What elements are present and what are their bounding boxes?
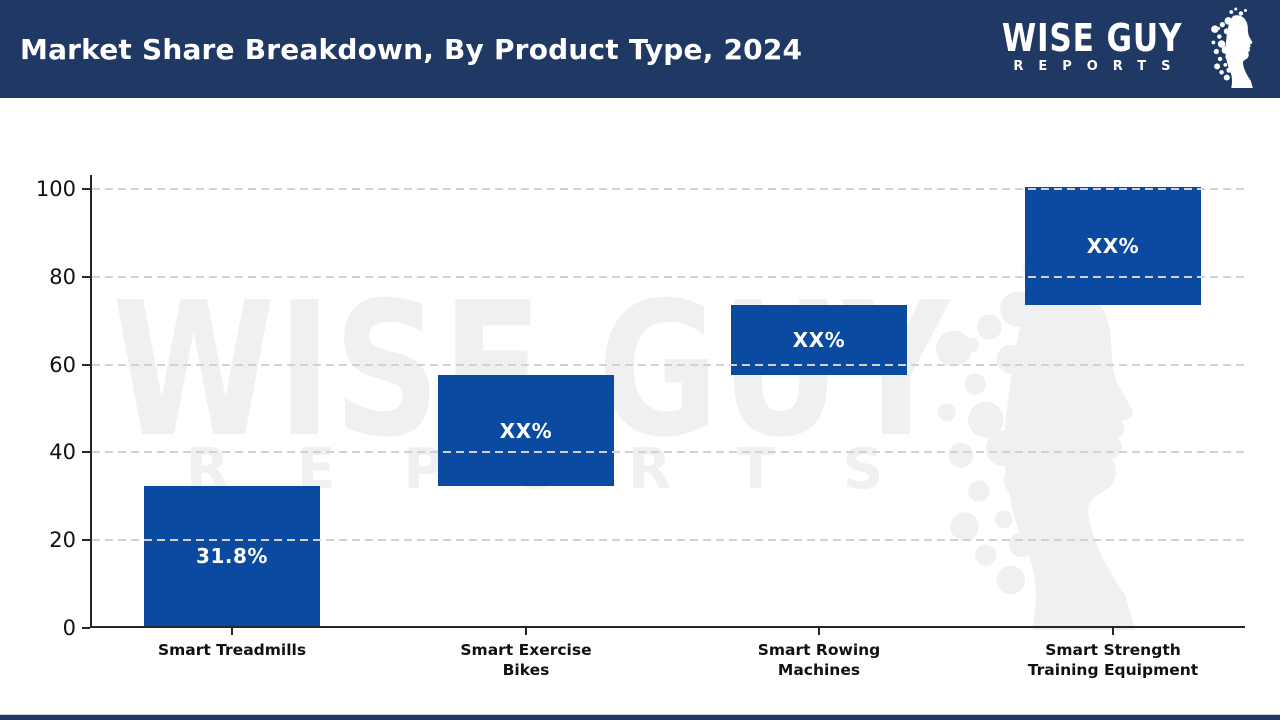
logo-text: WISE GUY REPORTS bbox=[982, 16, 1202, 75]
logo-subtitle: REPORTS bbox=[1013, 59, 1186, 75]
gridline-40 bbox=[92, 451, 1245, 454]
y-tick-80 bbox=[82, 275, 90, 278]
x-category-line: Bikes bbox=[502, 661, 550, 679]
x-category-label: Smart Strength Training Equipment bbox=[988, 640, 1238, 680]
x-tick-1 bbox=[525, 628, 527, 635]
x-tick-3 bbox=[1112, 628, 1114, 635]
x-category-line: Smart Strength bbox=[1045, 641, 1181, 659]
gridline-80 bbox=[92, 275, 1245, 278]
y-tick-40 bbox=[82, 451, 90, 454]
gridline-20 bbox=[92, 539, 1245, 542]
y-tick-20 bbox=[82, 539, 90, 542]
bar-segment-0: 31.8% bbox=[144, 486, 320, 626]
page-title: Market Share Breakdown, By Product Type,… bbox=[20, 32, 803, 66]
footer-divider bbox=[0, 714, 1280, 715]
x-category-label: Smart Treadmills bbox=[107, 640, 357, 660]
y-tick-label-60: 60 bbox=[49, 352, 76, 377]
x-category-line: Smart Treadmills bbox=[157, 641, 307, 659]
x-category-line: Smart Rowing bbox=[757, 641, 881, 659]
x-tick-2 bbox=[818, 628, 820, 635]
bar-value-label: XX% bbox=[792, 328, 846, 353]
gridline-60 bbox=[92, 363, 1245, 366]
footer-bar bbox=[0, 715, 1280, 720]
y-tick-label-0: 0 bbox=[62, 616, 76, 640]
bar-segment-3: XX% bbox=[1025, 187, 1201, 306]
logo-wordmark: WISE GUY bbox=[1001, 16, 1183, 61]
logo-face-icon bbox=[1211, 7, 1253, 88]
logo: WISE GUY REPORTS bbox=[982, 6, 1266, 88]
x-category-line: Training Equipment bbox=[1027, 661, 1199, 679]
x-category-line: Machines bbox=[777, 661, 861, 679]
y-tick-label-40: 40 bbox=[49, 440, 76, 465]
header: Market Share Breakdown, By Product Type,… bbox=[0, 0, 1280, 98]
y-tick-60 bbox=[82, 363, 90, 366]
bar-segment-1: XX% bbox=[438, 375, 614, 487]
x-category-label: Smart Exercise Bikes bbox=[401, 640, 651, 680]
plot-area: 0 20 40 60 80 100 31.8% XX% XX% XX% Smart Treadmil… bbox=[36, 175, 1245, 679]
y-tick-label-20: 20 bbox=[49, 528, 76, 553]
bar-value-label: 31.8% bbox=[196, 544, 268, 569]
y-tick-100 bbox=[82, 188, 90, 191]
y-tick-label-80: 80 bbox=[49, 264, 76, 289]
y-tick-0 bbox=[82, 627, 90, 629]
x-category-label: Smart Rowing Machines bbox=[694, 640, 944, 680]
y-tick-label-100: 100 bbox=[35, 177, 76, 202]
bar-value-label: XX% bbox=[1086, 234, 1140, 259]
x-tick-0 bbox=[231, 628, 233, 635]
bar-value-label: XX% bbox=[499, 418, 553, 443]
gridline-100 bbox=[92, 188, 1245, 191]
x-category-line: Smart Exercise bbox=[460, 641, 592, 659]
